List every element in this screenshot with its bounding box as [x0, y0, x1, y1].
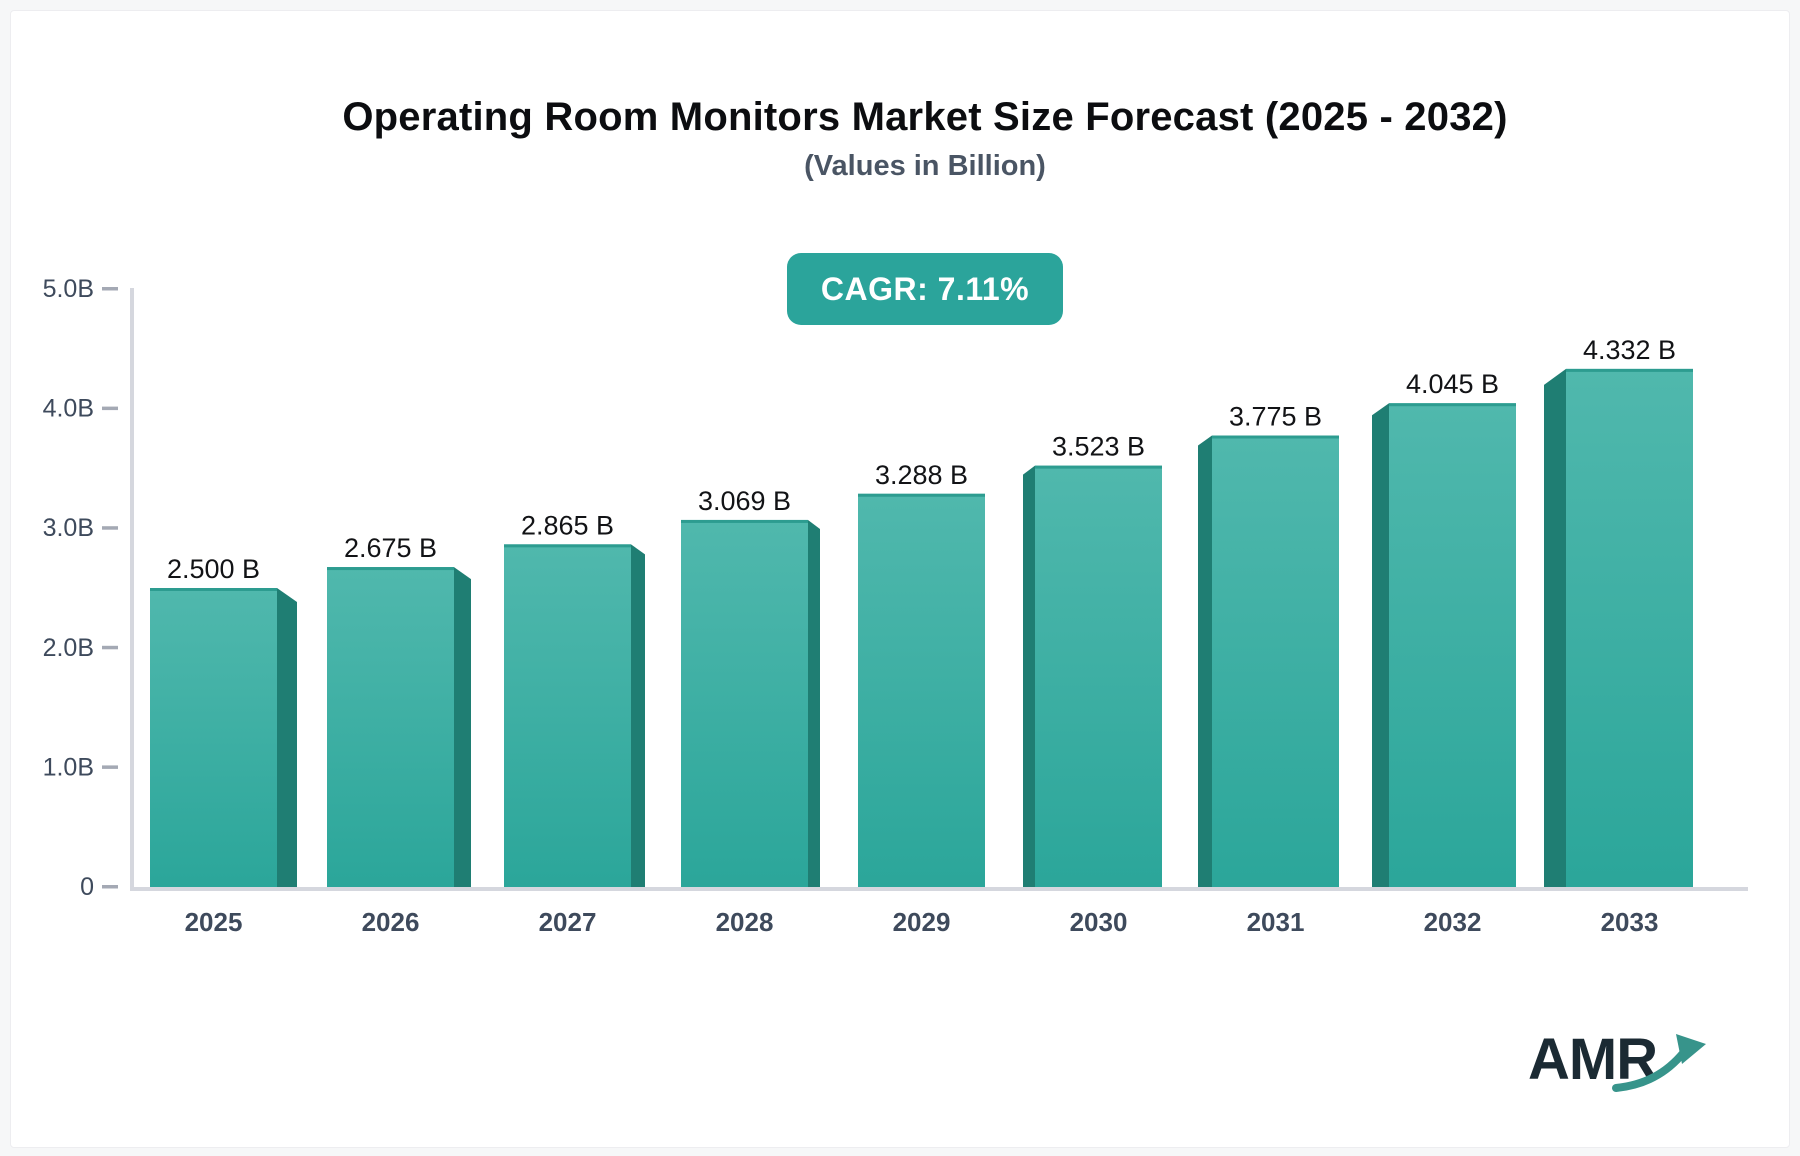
bar-side-2031 [1198, 435, 1212, 887]
y-tick-1.0B [102, 765, 118, 769]
amr-logo-text: AMR [1528, 1027, 1658, 1092]
bar-side-2025 [277, 588, 297, 887]
bar-top-edge-2030 [1035, 465, 1162, 469]
y-tick-5.0B [102, 287, 118, 291]
y-axis-line [130, 288, 134, 889]
chart-title: Operating Room Monitors Market Size Fore… [342, 95, 1508, 139]
bar-value-label-2028: 3.069 B [698, 486, 791, 516]
y-tick-label: 5.0B [43, 275, 94, 303]
bar-side-2026 [454, 567, 471, 887]
y-tick-label: 1.0B [43, 753, 94, 781]
bar-value-label-2029: 3.288 B [875, 460, 968, 490]
y-tick-label: 3.0B [43, 514, 94, 542]
y-tick-4.0B [102, 406, 118, 411]
x-axis-label-2025: 2025 [185, 907, 243, 937]
x-axis-label-2026: 2026 [362, 907, 420, 937]
bar-top-edge-2029 [858, 493, 985, 497]
bar-value-label-2032: 4.045 B [1406, 369, 1499, 399]
y-tick-label: 0 [80, 873, 94, 901]
bar-value-label-2025: 2.500 B [167, 554, 260, 584]
bar-2027 [504, 544, 631, 887]
y-tick-3.0B [102, 526, 118, 530]
bar-2032 [1389, 403, 1516, 887]
bar-value-label-2031: 3.775 B [1229, 402, 1322, 432]
bar-side-2030 [1023, 465, 1035, 887]
bar-top-edge-2028 [681, 519, 808, 523]
x-axis-label-2029: 2029 [893, 907, 951, 937]
y-tick-label: 4.0B [43, 395, 94, 423]
chart-subtitle: (Values in Billion) [804, 150, 1046, 182]
x-axis-label-2031: 2031 [1247, 907, 1305, 937]
x-axis-line [130, 887, 1748, 891]
bar-top-edge-2032 [1389, 403, 1516, 407]
bar-2030 [1035, 465, 1162, 887]
bar-top-edge-2025 [150, 588, 277, 591]
x-axis-label-2032: 2032 [1424, 907, 1482, 937]
bar-side-2032 [1372, 403, 1389, 887]
bar-side-2033 [1544, 368, 1566, 887]
bar-2025 [150, 588, 277, 887]
bar-2028 [681, 519, 808, 887]
x-axis-label-2028: 2028 [716, 907, 774, 937]
x-axis-label-2033: 2033 [1601, 907, 1659, 937]
cagr-badge-row: CAGR: 7.11% [50, 253, 1800, 325]
amr-logo: AMR [1528, 1030, 1728, 1110]
bar-side-2028 [808, 519, 820, 887]
bar-value-label-2026: 2.675 B [344, 533, 437, 563]
x-axis-label-2027: 2027 [539, 907, 597, 937]
bar-top-edge-2027 [504, 544, 631, 548]
bar-top-edge-2031 [1212, 435, 1339, 439]
bar-2026 [327, 567, 454, 887]
bar-value-label-2033: 4.332 B [1583, 335, 1676, 365]
cagr-badge: CAGR: 7.11% [786, 253, 1064, 325]
y-tick-2.0B [102, 645, 118, 650]
x-axis-label-2030: 2030 [1070, 907, 1128, 937]
bar-value-label-2030: 3.523 B [1052, 432, 1145, 462]
y-tick-label: 2.0B [43, 634, 94, 662]
growth-arrow-icon [1612, 1034, 1706, 1092]
bar-value-label-2027: 2.865 B [521, 510, 614, 540]
bar-top-edge-2033 [1566, 368, 1693, 372]
bar-top-edge-2026 [327, 567, 454, 571]
bar-2031 [1212, 435, 1339, 887]
y-tick-0 [102, 885, 118, 889]
bar-2033 [1566, 368, 1693, 887]
bar-side-2027 [631, 544, 645, 887]
bar-2029 [858, 493, 985, 887]
